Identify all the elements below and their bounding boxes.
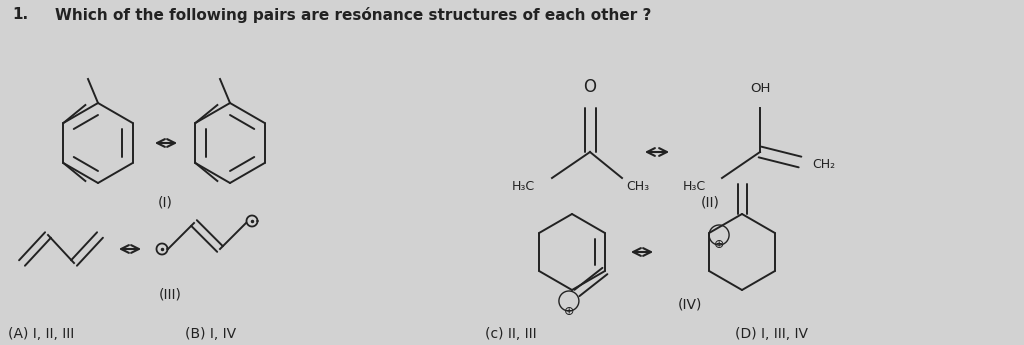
Text: (D) I, III, IV: (D) I, III, IV — [735, 327, 808, 341]
Text: H₃C: H₃C — [512, 179, 535, 193]
Text: (III): (III) — [159, 287, 181, 301]
Text: 1.: 1. — [12, 7, 28, 22]
Text: (c) II, III: (c) II, III — [485, 327, 537, 341]
Text: H₃C: H₃C — [683, 179, 706, 193]
Text: CH₃: CH₃ — [626, 179, 649, 193]
Text: OH: OH — [750, 82, 770, 95]
Text: (I): (I) — [158, 195, 172, 209]
Text: (IV): (IV) — [678, 297, 702, 311]
Text: (A) I, II, III: (A) I, II, III — [8, 327, 75, 341]
Text: ⊕: ⊕ — [563, 305, 574, 318]
Text: ⊕: ⊕ — [714, 238, 724, 251]
Text: (II): (II) — [700, 195, 720, 209]
Text: CH₂: CH₂ — [812, 158, 836, 170]
Text: (B) I, IV: (B) I, IV — [185, 327, 237, 341]
Text: O: O — [584, 78, 597, 96]
Text: Which of the following pairs are resónance structures of each other ?: Which of the following pairs are resónan… — [55, 7, 651, 23]
